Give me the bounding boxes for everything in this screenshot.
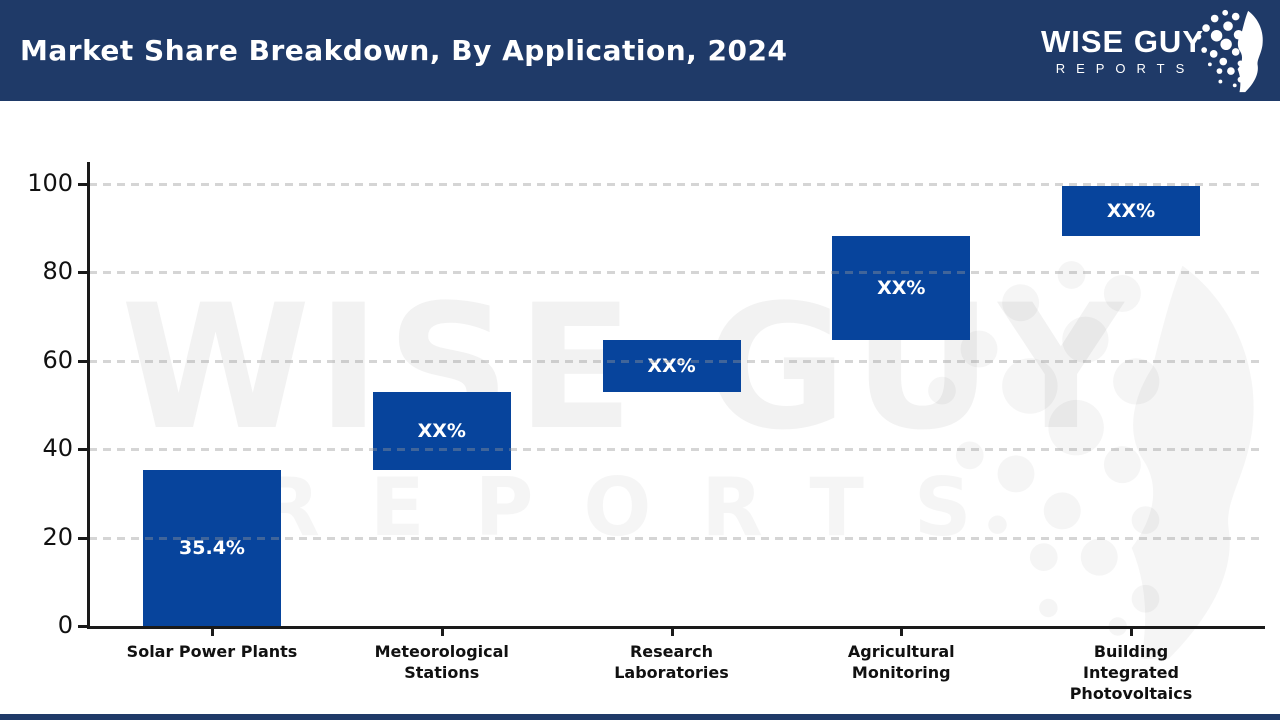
plot-area: 0 20 40 60 80 100 35.4% XX% XX% XX% XX% Solar Power… bbox=[0, 101, 1280, 714]
page-title: Market Share Breakdown, By Application, … bbox=[20, 34, 788, 67]
y-tick-mark-60 bbox=[78, 359, 87, 363]
y-tick-label-20: 20 bbox=[42, 522, 73, 551]
wiseguy-face-icon bbox=[1195, 9, 1263, 92]
x-category-label: Agricultural Monitoring bbox=[847, 642, 955, 682]
bar-value-label: XX% bbox=[417, 419, 466, 442]
y-tick-mark-40 bbox=[78, 448, 87, 452]
logo-subtitle: REPORTS bbox=[1055, 60, 1196, 76]
y-tick-label-0: 0 bbox=[57, 611, 73, 639]
y-tick-mark-20 bbox=[78, 536, 87, 540]
y-tick-label-40: 40 bbox=[42, 434, 73, 463]
y-tick-label-80: 80 bbox=[42, 257, 73, 286]
x-tick-mark-3 bbox=[670, 628, 674, 636]
x-tick-mark-5 bbox=[1130, 628, 1133, 636]
x-category-label: Solar Power Plants bbox=[126, 642, 298, 661]
gridline-40 bbox=[89, 448, 1265, 452]
bar-value-label: XX% bbox=[1106, 200, 1156, 223]
bar-value-label: XX% bbox=[647, 354, 696, 377]
footer-bar bbox=[0, 714, 1280, 720]
wiseguy-logo: WISE GUY REPORTS bbox=[1041, 0, 1268, 101]
gridline-80 bbox=[89, 271, 1265, 275]
gridline-20 bbox=[89, 536, 1265, 540]
y-tick-label-60: 60 bbox=[42, 345, 73, 374]
bar-value-label: 35.4% bbox=[179, 536, 245, 559]
logo-text: WISE GUY REPORTS bbox=[1041, 26, 1204, 76]
bar-4: XX% bbox=[832, 236, 971, 340]
x-tick-mark-1 bbox=[211, 628, 214, 636]
y-axis-line bbox=[87, 162, 90, 629]
x-category-label: Research Laboratories bbox=[614, 642, 729, 682]
x-category-label: Meteorological Stations bbox=[374, 642, 509, 682]
bar-3: XX% bbox=[602, 340, 741, 392]
x-tick-mark-2 bbox=[440, 628, 444, 636]
y-tick-mark-80 bbox=[78, 271, 87, 275]
header-bar: Market Share Breakdown, By Application, … bbox=[0, 0, 1280, 101]
bar-value-label: XX% bbox=[877, 277, 926, 300]
y-tick-label-100: 100 bbox=[27, 169, 73, 197]
gridline-100 bbox=[89, 183, 1265, 186]
y-tick-mark-100 bbox=[78, 183, 87, 186]
logo-wordmark: WISE GUY bbox=[1040, 23, 1204, 59]
x-axis-line bbox=[87, 626, 1265, 629]
bar-5: XX% bbox=[1062, 186, 1200, 237]
bar-2: XX% bbox=[372, 391, 511, 470]
bar-1: 35.4% bbox=[143, 469, 281, 626]
y-tick-mark-0 bbox=[78, 625, 87, 628]
x-category-label: Building Integrated Photovoltaics bbox=[1069, 642, 1193, 703]
x-tick-mark-4 bbox=[900, 628, 904, 636]
gridline-60 bbox=[89, 359, 1265, 363]
